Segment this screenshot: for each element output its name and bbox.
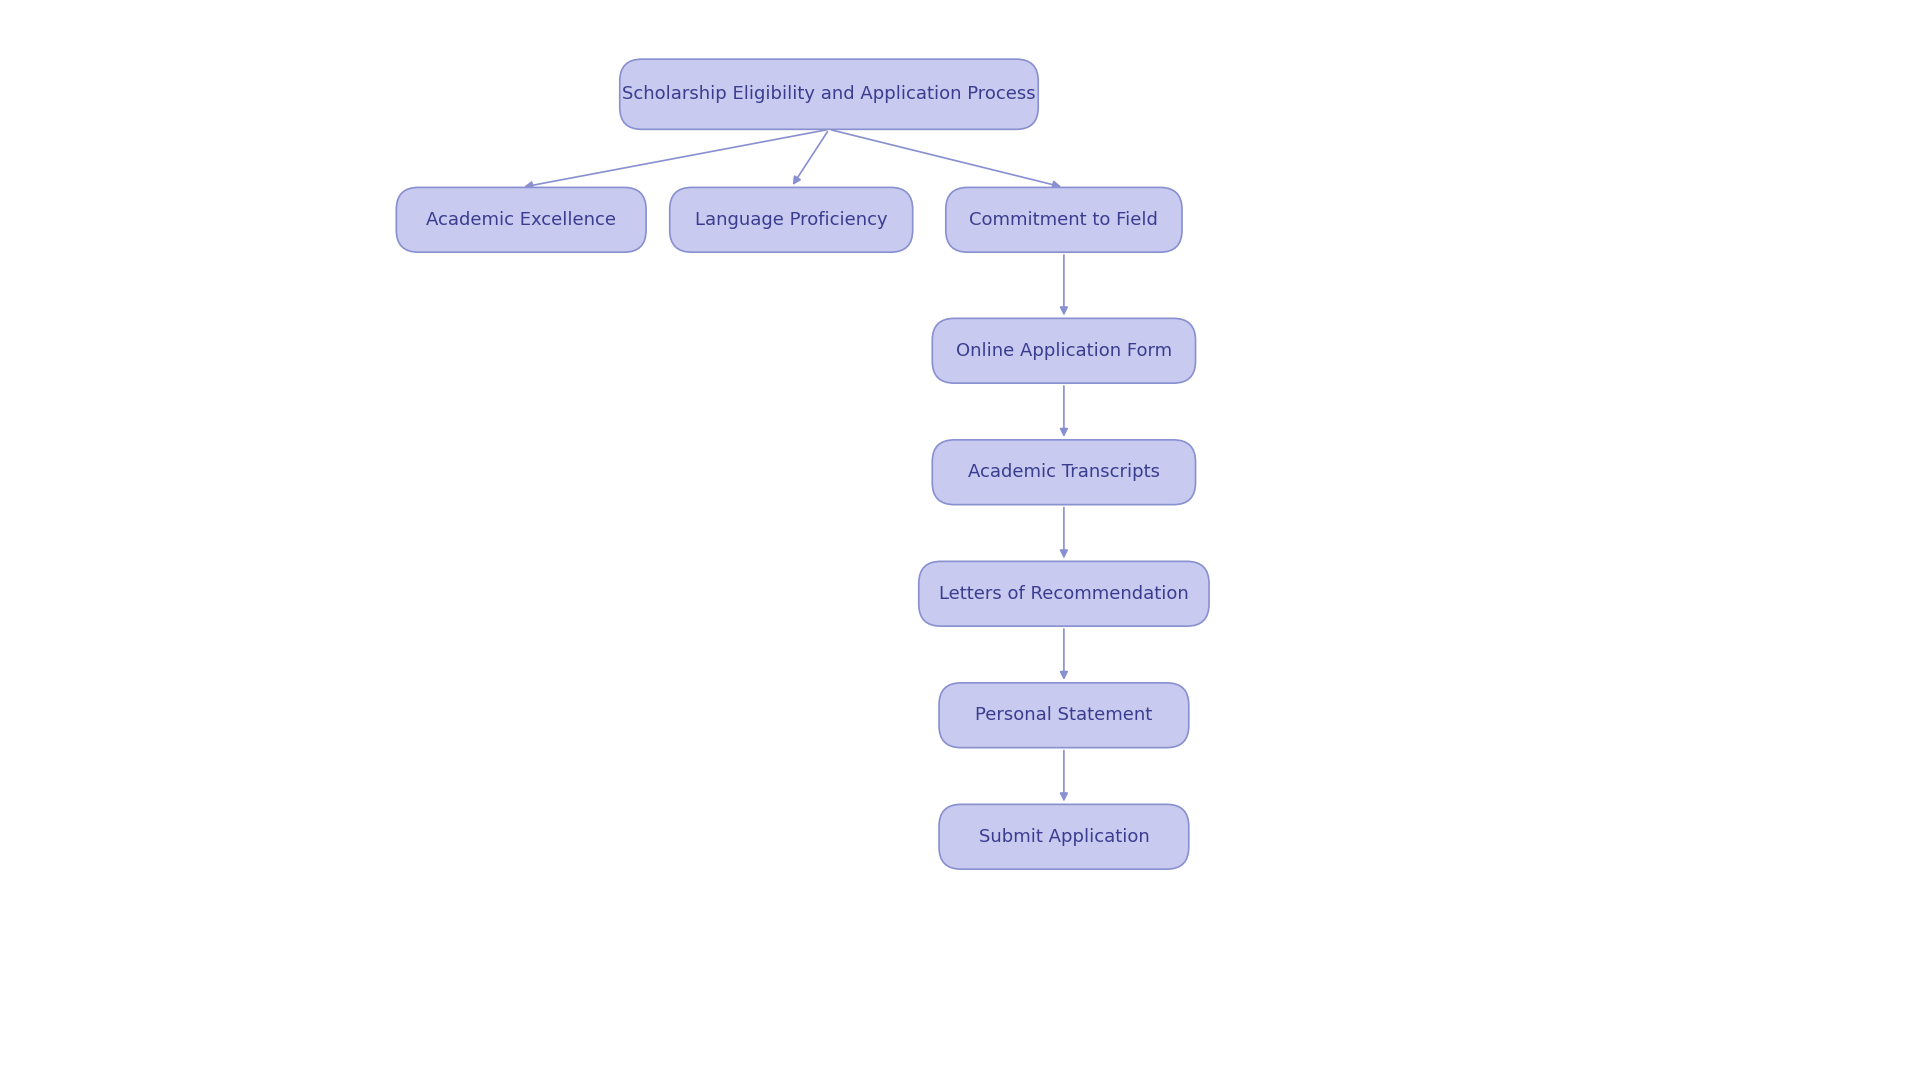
FancyBboxPatch shape bbox=[939, 805, 1188, 870]
Text: Language Proficiency: Language Proficiency bbox=[695, 211, 887, 229]
FancyBboxPatch shape bbox=[933, 318, 1196, 383]
Text: Academic Transcripts: Academic Transcripts bbox=[968, 464, 1160, 481]
Text: Personal Statement: Personal Statement bbox=[975, 706, 1152, 725]
FancyBboxPatch shape bbox=[947, 187, 1183, 252]
Text: Academic Excellence: Academic Excellence bbox=[426, 211, 616, 229]
Text: Commitment to Field: Commitment to Field bbox=[970, 211, 1158, 229]
FancyBboxPatch shape bbox=[939, 683, 1188, 747]
Text: Submit Application: Submit Application bbox=[979, 827, 1150, 846]
FancyBboxPatch shape bbox=[396, 187, 645, 252]
FancyBboxPatch shape bbox=[670, 187, 912, 252]
Text: Online Application Form: Online Application Form bbox=[956, 342, 1171, 360]
FancyBboxPatch shape bbox=[920, 561, 1210, 626]
FancyBboxPatch shape bbox=[620, 60, 1039, 129]
Text: Scholarship Eligibility and Application Process: Scholarship Eligibility and Application … bbox=[622, 86, 1035, 103]
FancyBboxPatch shape bbox=[933, 440, 1196, 505]
Text: Letters of Recommendation: Letters of Recommendation bbox=[939, 585, 1188, 603]
